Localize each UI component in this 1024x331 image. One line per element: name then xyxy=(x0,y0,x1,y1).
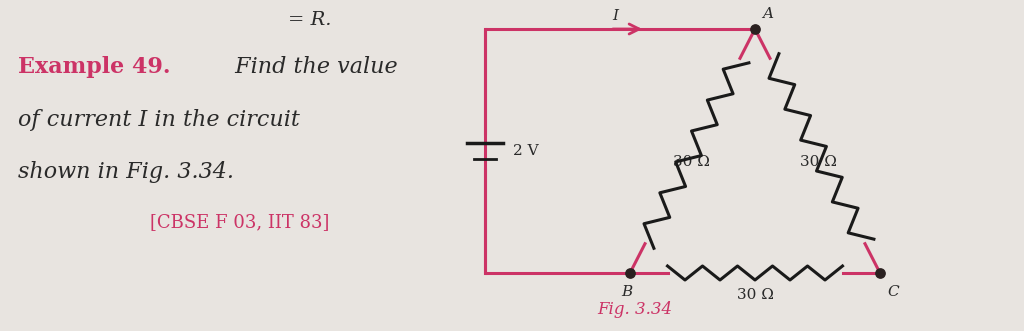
Text: 30 Ω: 30 Ω xyxy=(736,288,773,302)
Text: 2 V: 2 V xyxy=(513,144,539,158)
Text: of current I in the circuit: of current I in the circuit xyxy=(18,109,300,131)
Text: Example 49.: Example 49. xyxy=(18,56,171,78)
Point xyxy=(746,26,763,32)
Text: C: C xyxy=(887,285,899,299)
Text: A: A xyxy=(762,7,773,21)
Text: I: I xyxy=(612,9,618,23)
Text: B: B xyxy=(622,285,633,299)
Text: [CBSE F 03, IIT 83]: [CBSE F 03, IIT 83] xyxy=(151,213,330,231)
Text: Find the value: Find the value xyxy=(228,56,397,78)
Text: 30 Ω: 30 Ω xyxy=(800,155,838,169)
Text: Fig. 3.34: Fig. 3.34 xyxy=(597,301,673,318)
Text: = R.: = R. xyxy=(288,11,332,29)
Text: shown in Fig. 3.34.: shown in Fig. 3.34. xyxy=(18,161,234,183)
Point xyxy=(622,270,638,276)
Point xyxy=(871,270,888,276)
Text: 30 Ω: 30 Ω xyxy=(673,155,710,169)
